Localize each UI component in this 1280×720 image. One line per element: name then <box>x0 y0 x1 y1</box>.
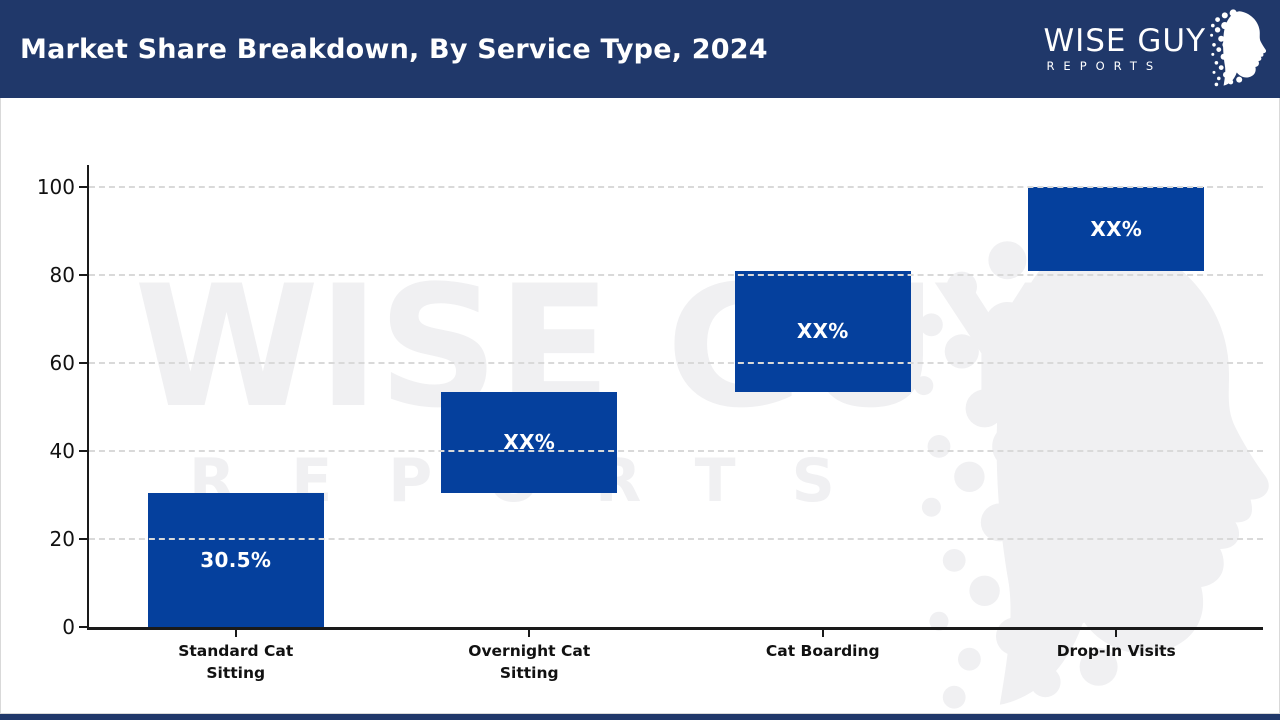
y-axis-tick <box>79 450 87 452</box>
gridline-100 <box>89 186 1263 188</box>
x-axis-tick <box>821 630 824 637</box>
gridline-80 <box>89 274 1263 276</box>
bar-standard-cat-sitting: 30.5% <box>147 492 324 627</box>
bar-value-label: 30.5% <box>200 547 272 572</box>
footer-bar <box>0 713 1280 720</box>
logo-subtitle: REPORTS <box>1046 58 1163 73</box>
dotted-head-icon <box>1210 9 1267 87</box>
header-bar: Market Share Breakdown, By Service Type,… <box>0 0 1280 98</box>
bar-value-label: XX% <box>796 319 849 344</box>
y-axis-tick <box>79 626 87 628</box>
category-label-overnight-cat-sitting: Overnight Cat Sitting <box>468 642 591 682</box>
y-axis-tick-label-40: 40 <box>49 439 75 463</box>
category-label-cat-boarding: Cat Boarding <box>765 642 880 660</box>
logo-text: WISE GUY REPORTS <box>1043 22 1206 73</box>
bar-cat-boarding: XX% <box>734 270 911 392</box>
x-axis-tick <box>528 630 531 637</box>
category-label-standard-cat-sitting: Standard Cat Sitting <box>178 642 294 682</box>
y-axis-tick <box>79 186 87 188</box>
y-axis-tick <box>79 538 87 540</box>
y-axis-tick-label-0: 0 <box>62 615 75 639</box>
y-axis-tick-label-60: 60 <box>49 351 75 375</box>
wiseguy-logo: WISE GUY REPORTS <box>1043 0 1268 98</box>
y-axis-tick-label-80: 80 <box>49 263 75 287</box>
y-axis-tick-label-20: 20 <box>49 527 75 551</box>
gridline-60 <box>89 362 1263 364</box>
bar-overnight-cat-sitting: XX% <box>441 391 618 493</box>
bar-chart: WISE GUY REPORTS 30.5%Standard Cat Sitti… <box>0 98 1280 714</box>
y-axis-tick-label-100: 100 <box>36 175 75 199</box>
bar-drop-in-visits: XX% <box>1028 187 1205 271</box>
x-axis-tick <box>234 630 237 637</box>
y-axis-tick <box>79 274 87 276</box>
category-label-drop-in-visits: Drop-In Visits <box>1056 642 1176 660</box>
x-axis-tick <box>1115 630 1118 637</box>
chart-title: Market Share Breakdown, By Service Type,… <box>20 33 768 65</box>
x-axis-spine <box>87 627 1263 630</box>
y-axis-tick <box>79 362 87 364</box>
gridline-40 <box>89 450 1263 452</box>
y-axis-spine <box>87 165 89 630</box>
logo-wordmark: WISE GUY <box>1043 22 1206 59</box>
gridline-20 <box>89 538 1263 540</box>
bar-value-label: XX% <box>1090 216 1143 241</box>
